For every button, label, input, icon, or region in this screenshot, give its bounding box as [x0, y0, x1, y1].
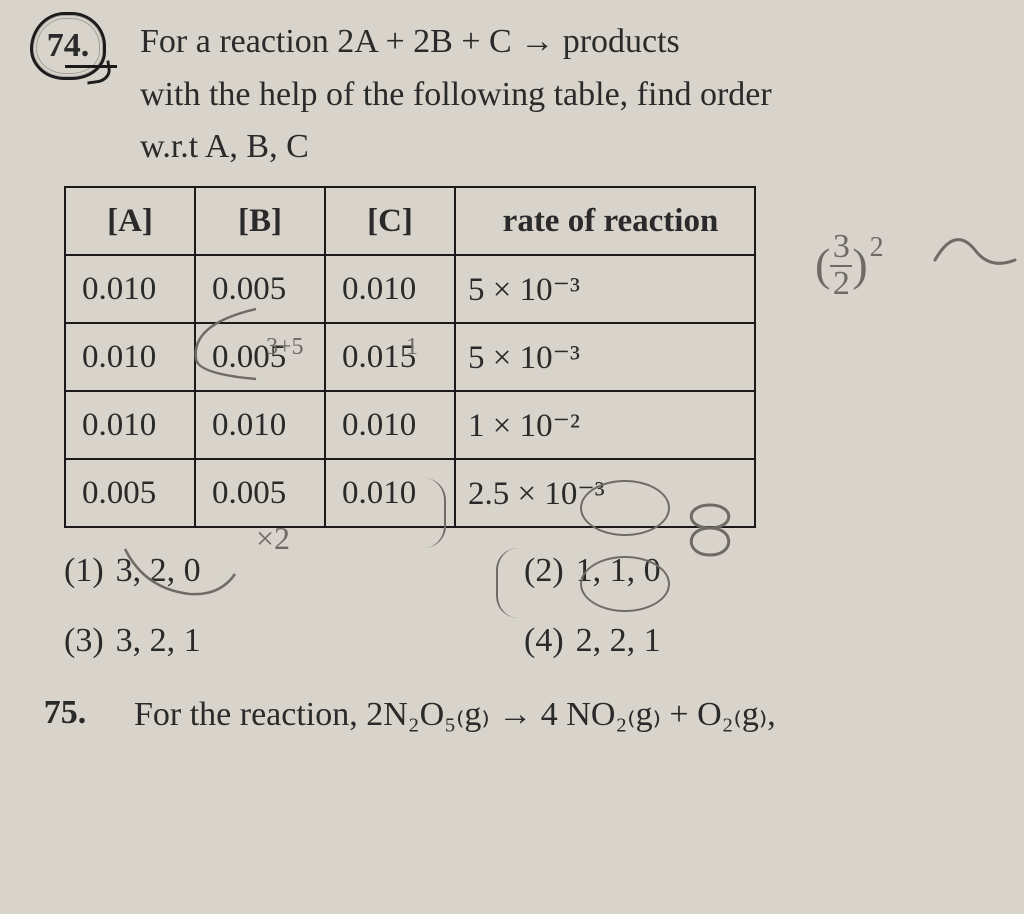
option-4[interactable]: (4) 2, 2, 1: [524, 622, 984, 660]
cell: 0.010: [65, 323, 195, 391]
option-label: (2): [524, 552, 564, 590]
table-row: 0.010 0.010 0.010 1 × 10⁻²: [65, 391, 755, 459]
cell: 5 × 10⁻³: [455, 255, 755, 323]
cell: 0.010: [325, 459, 455, 527]
col-B: [B]: [195, 187, 325, 255]
cell: 0.015: [325, 323, 455, 391]
cell: 5 × 10⁻³: [455, 323, 755, 391]
table-row: 0.010 0.005 0.010 5 × 10⁻³: [65, 255, 755, 323]
q74-line3: w.r.t A, B, C: [140, 121, 984, 174]
table-row: 0.010 0.005 0.015 5 × 10⁻³: [65, 323, 755, 391]
cell: 0.005: [195, 459, 325, 527]
cell: 0.010: [65, 255, 195, 323]
pencil-scribble-icon: [680, 500, 740, 562]
cell: 0.010: [65, 391, 195, 459]
pencil-connector-icon: [186, 304, 266, 384]
pencil-connector-icon: [120, 544, 240, 614]
table: [A] [B] [C] rate of reaction 0.010 0.005…: [64, 186, 756, 528]
option-3[interactable]: (3) 3, 2, 1: [64, 622, 524, 660]
question-74: 74. For a reaction 2A + 2B + C → product…: [30, 16, 984, 174]
option-label: (4): [524, 622, 564, 660]
cell: 0.010: [325, 255, 455, 323]
underline-icon: [65, 65, 117, 68]
option-label: (3): [64, 622, 104, 660]
option-label: (1): [64, 552, 104, 590]
q75-text: For the reaction, 2N₂O₅₍g₎ → 4 NO₂₍g₎ + …: [134, 694, 984, 734]
cell: 0.010: [195, 391, 325, 459]
col-rate: rate of reaction: [455, 187, 755, 255]
q74-line2: with the help of the following table, fi…: [140, 69, 984, 122]
table-header-row: [A] [B] [C] rate of reaction: [65, 187, 755, 255]
question-75: 75. For the reaction, 2N₂O₅₍g₎ → 4 NO₂₍g…: [30, 694, 984, 734]
col-C: [C]: [325, 187, 455, 255]
cell: 0.005: [65, 459, 195, 527]
q74-line1: For a reaction 2A + 2B + C → products: [140, 16, 984, 69]
col-A: [A]: [65, 187, 195, 255]
option-value: 1, 1, 0: [576, 552, 661, 590]
option-value: 3, 2, 1: [116, 622, 201, 660]
option-2[interactable]: (2) 1, 1, 0: [524, 552, 984, 590]
q74-number: 74.: [47, 27, 90, 65]
table-row: 0.005 0.005 0.010 2.5 × 10⁻³: [65, 459, 755, 527]
option-value: 2, 2, 1: [576, 622, 661, 660]
question-number-74: 74.: [30, 12, 106, 80]
cell: 1 × 10⁻²: [455, 391, 755, 459]
q74-text: For a reaction 2A + 2B + C → products wi…: [140, 16, 984, 174]
cell: 0.010: [325, 391, 455, 459]
q75-number: 75.: [30, 694, 100, 732]
